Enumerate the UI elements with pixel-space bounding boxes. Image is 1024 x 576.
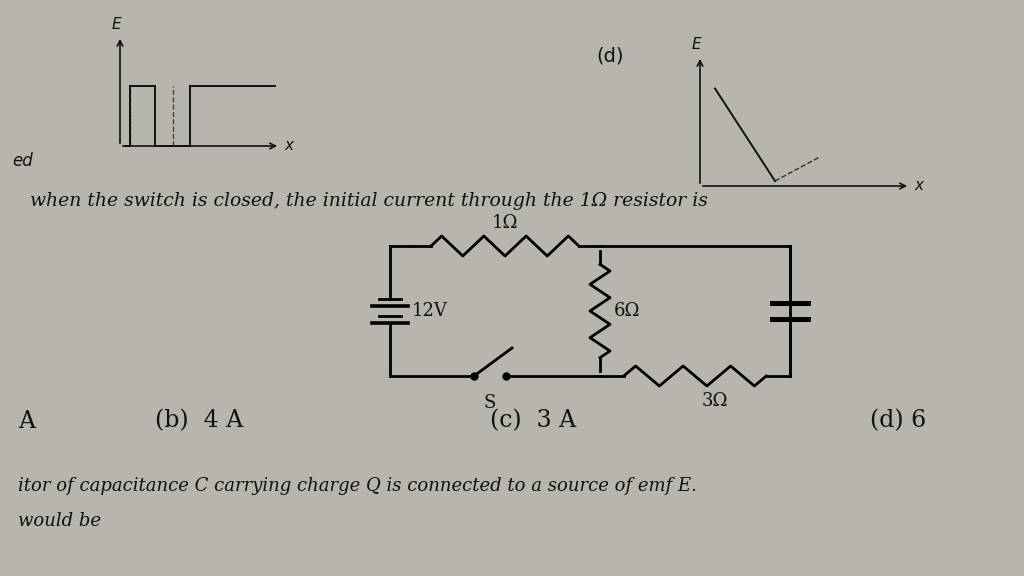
- Text: 3Ω: 3Ω: [701, 392, 728, 410]
- Text: (b)  4 A: (b) 4 A: [155, 410, 244, 433]
- Text: itor of capacitance C carrying charge Q is connected to a source of emf E.: itor of capacitance C carrying charge Q …: [18, 477, 697, 495]
- Text: 6Ω: 6Ω: [614, 302, 640, 320]
- Text: 1Ω: 1Ω: [492, 214, 518, 232]
- Text: ed: ed: [12, 152, 33, 170]
- Text: (d) 6: (d) 6: [870, 410, 927, 433]
- Text: (c)  3 A: (c) 3 A: [490, 410, 577, 433]
- Text: 12V: 12V: [412, 302, 447, 320]
- Text: E: E: [691, 37, 700, 52]
- Text: x: x: [914, 179, 923, 194]
- Text: x: x: [284, 138, 293, 153]
- Text: when the switch is closed, the initial current through the 1Ω resistor is: when the switch is closed, the initial c…: [30, 192, 708, 210]
- Text: S: S: [483, 394, 497, 412]
- Text: would be: would be: [18, 512, 101, 530]
- Text: A: A: [18, 410, 35, 433]
- Text: E: E: [112, 17, 121, 32]
- Text: (d): (d): [596, 47, 624, 66]
